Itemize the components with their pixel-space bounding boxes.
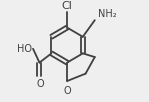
- Text: NH₂: NH₂: [98, 9, 116, 19]
- Text: O: O: [63, 86, 71, 96]
- Text: O: O: [37, 79, 44, 89]
- Text: Cl: Cl: [62, 1, 73, 11]
- Text: HO: HO: [17, 44, 32, 54]
